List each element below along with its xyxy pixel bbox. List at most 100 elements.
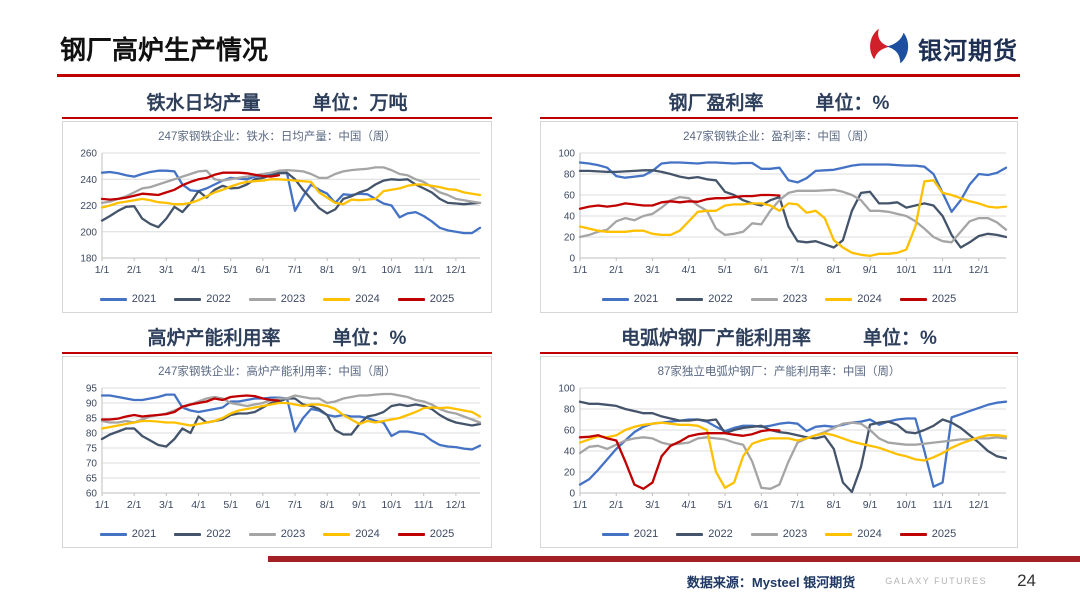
legend-item-2022: 2022 bbox=[676, 293, 733, 305]
chart-box: 87家独立电弧炉钢厂：产能利用率：中国（周） 0 20 40 60 80 100 1/1 2/… bbox=[540, 356, 1018, 548]
legend-swatch-2022 bbox=[676, 532, 704, 536]
title-underline bbox=[62, 117, 492, 119]
legend-item-2021: 2021 bbox=[601, 293, 658, 305]
y-tick-label: 95 bbox=[86, 384, 98, 395]
legend-label: 2023 bbox=[280, 293, 306, 305]
data-source: 数据来源：Mysteel 银河期货 bbox=[686, 574, 856, 590]
legend-item-2023: 2023 bbox=[248, 293, 306, 305]
legend-swatch-2022 bbox=[174, 532, 202, 536]
legend-item-2022: 2022 bbox=[174, 528, 231, 540]
y-tick-label: 60 bbox=[86, 489, 98, 500]
brand-logo: 银河期货 bbox=[866, 24, 1018, 73]
series-line-2024 bbox=[578, 179, 1008, 258]
chart-subtitle: 247家钢铁企业：铁水：日均产量：中国（周） bbox=[158, 131, 396, 143]
y-tick-label: 200 bbox=[80, 227, 97, 238]
unit-label: 单位：% bbox=[863, 328, 937, 349]
footer: 数据来源：Mysteel 银河期货 GALAXY FUTURES 24 bbox=[687, 571, 1036, 591]
unit-label: 单位：万吨 bbox=[312, 93, 408, 114]
legend-item-2021: 2021 bbox=[601, 528, 658, 540]
legend-item-2023: 2023 bbox=[750, 293, 807, 305]
panel-bf-utilization: 高炉产能利用率 单位：% 247家钢铁企业：高炉产能利用率：中国（周） 60 65… bbox=[62, 323, 492, 548]
legend-label: 2021 bbox=[131, 528, 157, 540]
y-tick-label: 20 bbox=[564, 233, 576, 244]
chart-svg: 0 20 40 60 80 100 1/1 2/1 3/1 4/1 5/1 6/1 7/1 8/1 9/1 1… bbox=[558, 149, 1008, 276]
panel-title: 铁水日均产量 单位：万吨 bbox=[62, 88, 492, 114]
legend-swatch-2025 bbox=[397, 297, 425, 301]
legend-label: 2022 bbox=[206, 293, 231, 305]
chart-plot: 0 20 40 60 80 100 1/1 2/1 3/1 4/1 5/1 6/1 7/1 8/1 9/1 1… bbox=[544, 146, 1014, 280]
legend-swatch-2021 bbox=[601, 297, 629, 301]
x-tick-label: 11/1 bbox=[933, 499, 953, 511]
x-tick-label: 6/1 bbox=[256, 499, 271, 511]
series-line-2023 bbox=[100, 166, 482, 205]
legend-swatch-2025 bbox=[899, 297, 927, 301]
legend-item-2024: 2024 bbox=[323, 293, 380, 305]
series-line-2024 bbox=[578, 421, 1008, 489]
legend-swatch-2023 bbox=[248, 297, 276, 301]
y-tick-label: 75 bbox=[86, 444, 98, 455]
legend-label: 2025 bbox=[931, 293, 957, 305]
legend-swatch-2024 bbox=[323, 297, 351, 301]
series-line-2021 bbox=[578, 400, 1008, 488]
legend-item-2023: 2023 bbox=[750, 528, 807, 540]
y-tick-label: 90 bbox=[86, 399, 98, 410]
chart-svg: 180 200 220 240 260 1/1 2/1 3/1 4/1 5/1 6/1 7/1 8/1 9… bbox=[80, 149, 482, 276]
x-tick-label: 9/1 bbox=[352, 499, 367, 511]
unit-label: 单位：% bbox=[815, 93, 890, 114]
series-line-2022 bbox=[578, 400, 1008, 494]
x-tick-label: 2/1 bbox=[609, 499, 624, 511]
chart-legend: 2021 2022 2023 2024 2025 bbox=[63, 528, 491, 540]
legend-swatch-2025 bbox=[397, 532, 425, 536]
legend-label: 2024 bbox=[355, 293, 380, 305]
chart-subtitle: 247家钢铁企业：高炉产能利用率：中国（周） bbox=[158, 366, 396, 378]
legend-swatch-2022 bbox=[174, 297, 202, 301]
legend-label: 2022 bbox=[708, 293, 733, 305]
x-tick-label: 7/1 bbox=[288, 499, 303, 511]
title-underline bbox=[62, 352, 492, 354]
x-tick-label: 9/1 bbox=[863, 264, 878, 276]
legend-item-2025: 2025 bbox=[397, 528, 455, 540]
legend-swatch-2025 bbox=[899, 532, 927, 536]
x-tick-label: 8/1 bbox=[320, 499, 335, 511]
series-line-2024 bbox=[100, 178, 482, 209]
chart-legend: 2021 2022 2023 2024 2025 bbox=[63, 293, 491, 305]
legend-label: 2025 bbox=[429, 293, 455, 305]
x-tick-label: 2/1 bbox=[127, 499, 142, 511]
series-line-2025 bbox=[100, 171, 281, 201]
chart-box: 247家钢铁企业：铁水：日均产量：中国（周） 180 200 220 240 260 1/… bbox=[62, 121, 492, 313]
x-tick-label: 1/1 bbox=[573, 264, 588, 276]
series-line-2022 bbox=[100, 397, 482, 448]
x-tick-label: 4/1 bbox=[681, 264, 696, 276]
page-title: 钢厂高炉生产情况 bbox=[60, 35, 269, 65]
x-tick-label: 10/1 bbox=[896, 499, 917, 511]
y-tick-label: 260 bbox=[80, 149, 97, 160]
x-tick-label: 1/1 bbox=[573, 499, 588, 511]
x-tick-label: 10/1 bbox=[381, 264, 402, 276]
section-title: 铁水日均产量 bbox=[146, 93, 261, 114]
x-tick-label: 8/1 bbox=[320, 264, 335, 276]
x-tick-label: 12/1 bbox=[446, 264, 467, 276]
x-tick-label: 1/1 bbox=[95, 499, 110, 511]
y-tick-label: 65 bbox=[86, 474, 98, 485]
y-tick-label: 180 bbox=[80, 254, 97, 265]
panel-iron-output: 铁水日均产量 单位：万吨 247家钢铁企业：铁水：日均产量：中国（周） 180 2… bbox=[62, 88, 492, 313]
y-tick-label: 85 bbox=[86, 414, 98, 425]
title-underline bbox=[540, 352, 1018, 354]
legend-label: 2024 bbox=[857, 528, 882, 540]
legend-swatch-2024 bbox=[825, 297, 853, 301]
x-tick-label: 10/1 bbox=[381, 499, 402, 511]
title-underline bbox=[540, 117, 1018, 119]
x-tick-label: 4/1 bbox=[191, 264, 206, 276]
x-tick-label: 9/1 bbox=[352, 264, 367, 276]
series-line-2021 bbox=[100, 169, 482, 235]
section-title: 高炉产能利用率 bbox=[147, 328, 281, 349]
chart-plot: 180 200 220 240 260 1/1 2/1 3/1 4/1 5/1 6/1 7/1 8/1 9… bbox=[66, 146, 488, 280]
x-tick-label: 12/1 bbox=[969, 264, 990, 276]
chart-svg: 0 20 40 60 80 100 1/1 2/1 3/1 4/1 5/1 6/1 7/1 8/1 9/1 1… bbox=[558, 384, 1008, 511]
x-tick-label: 10/1 bbox=[896, 264, 917, 276]
legend-item-2024: 2024 bbox=[825, 293, 882, 305]
legend-swatch-2024 bbox=[323, 532, 351, 536]
legend-label: 2025 bbox=[429, 528, 455, 540]
x-tick-label: 6/1 bbox=[256, 264, 271, 276]
